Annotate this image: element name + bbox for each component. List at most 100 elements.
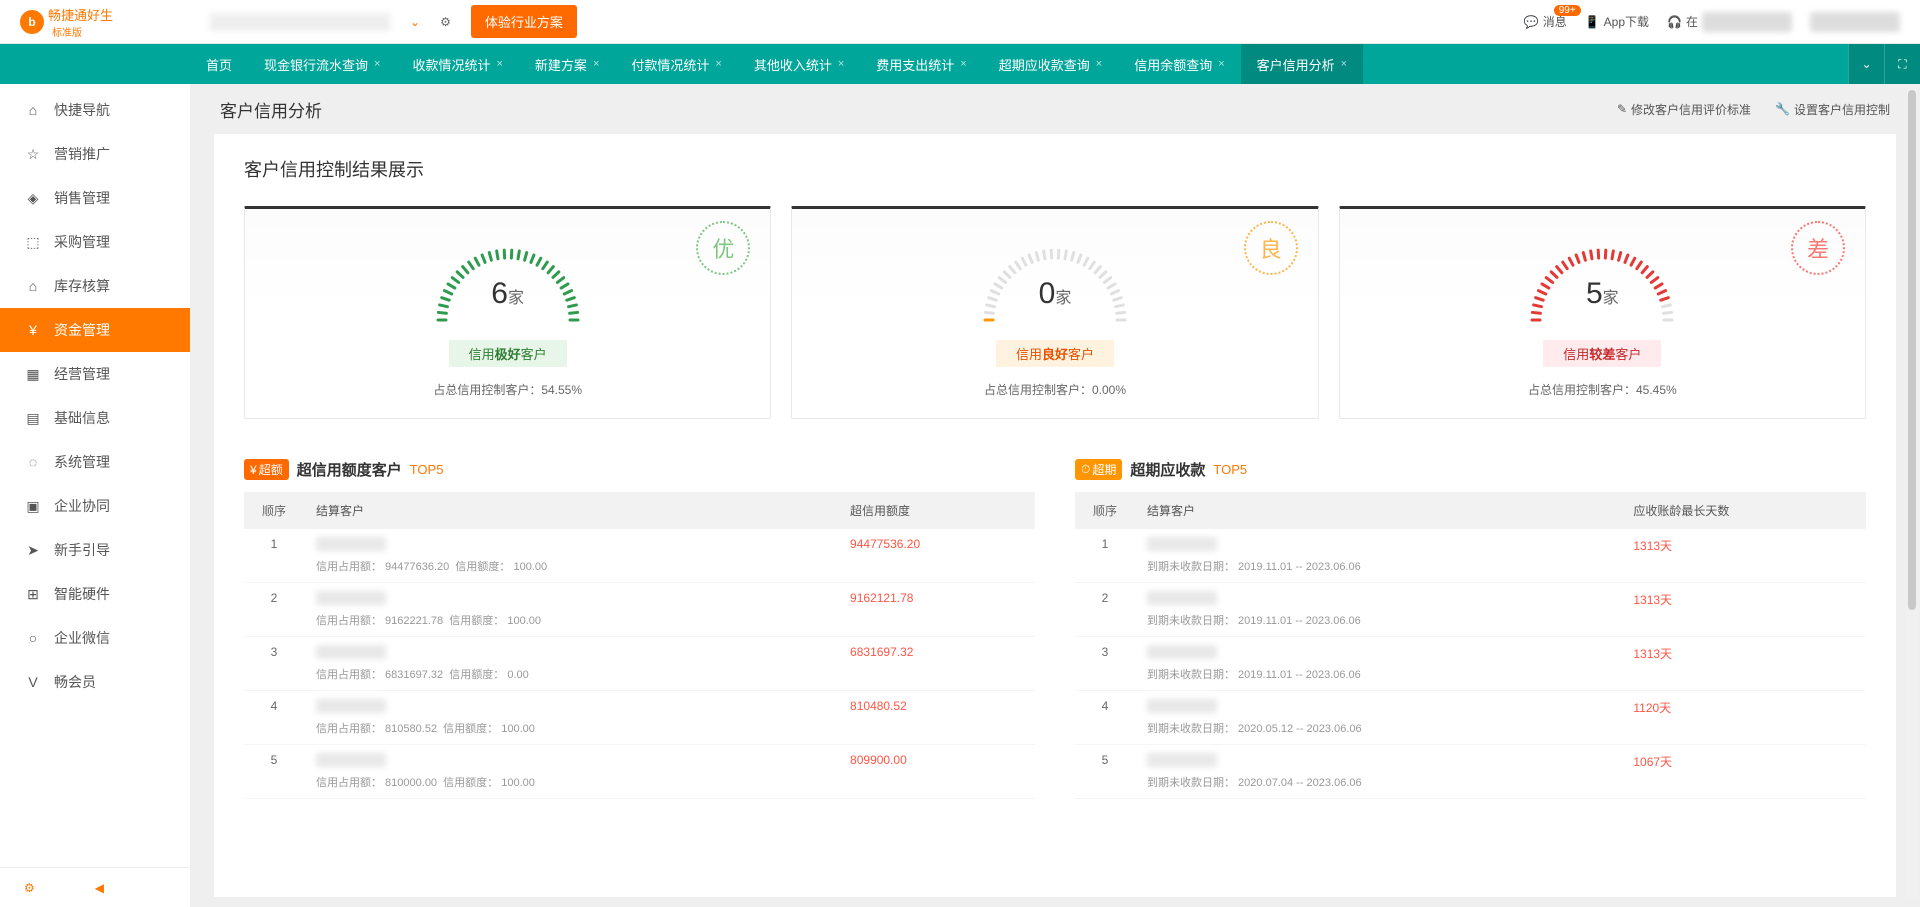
page-header: 客户信用分析 ✎修改客户信用评价标准 🔧设置客户信用控制 xyxy=(190,84,1920,134)
tab-close-icon[interactable]: × xyxy=(960,58,966,70)
sidebar-item[interactable]: ¥资金管理 xyxy=(0,308,190,352)
gauge-card: 优 6家 信用极好客户 占总信用控制客户：54.55% xyxy=(244,206,771,419)
tab[interactable]: 现金银行流水查询× xyxy=(248,44,396,84)
cell-days: 1313天 xyxy=(1621,637,1866,691)
sidebar-item[interactable]: ⬚ 采购管理 xyxy=(0,220,190,264)
sidebar-item-icon: V xyxy=(24,674,42,690)
tab[interactable]: 付款情况统计× xyxy=(615,44,737,84)
logo-icon: b xyxy=(20,10,44,34)
customer-blurred xyxy=(1147,591,1217,605)
tab[interactable]: 费用支出统计× xyxy=(860,44,982,84)
cell-seq: 4 xyxy=(244,691,304,745)
cell-seq: 1 xyxy=(244,529,304,583)
tab-close-icon[interactable]: × xyxy=(593,58,599,70)
sidebar-item-icon: ◌ xyxy=(24,454,42,470)
tab-close-icon[interactable]: × xyxy=(374,58,380,70)
table-row: 1 到期未收款日期： 2019.11.01 -- 2023.06.06 1313… xyxy=(1075,529,1866,583)
cell-days: 1313天 xyxy=(1621,583,1866,637)
sidebar-item[interactable]: ⌂快捷导航 xyxy=(0,88,190,132)
chat-icon: 💬 xyxy=(1524,15,1539,29)
set-control-action[interactable]: 🔧设置客户信用控制 xyxy=(1775,101,1890,118)
panel-title: 客户信用控制结果展示 xyxy=(244,156,1866,182)
gauge-value: 6 xyxy=(491,277,508,310)
company-selector[interactable]: ⌄ xyxy=(210,13,420,31)
sidebar-item[interactable]: ⊞ 智能硬件 xyxy=(0,572,190,616)
sidebar-item-icon: ○ xyxy=(24,630,42,646)
online-label: 在 xyxy=(1686,13,1698,30)
scrollbar-thumb[interactable] xyxy=(1908,90,1916,610)
cell-customer: 到期未收款日期： 2020.05.12 -- 2023.06.06 xyxy=(1135,691,1621,745)
gauge-percent: 占总信用控制客户：45.45% xyxy=(1340,381,1865,398)
collapse-icon[interactable]: ◀ xyxy=(95,881,104,895)
sidebar-item[interactable]: ▣企业协同 xyxy=(0,484,190,528)
cell-customer: 到期未收款日期： 2020.07.04 -- 2023.06.06 xyxy=(1135,745,1621,799)
tab[interactable]: 客户信用分析 × xyxy=(1241,44,1363,84)
sidebar-item[interactable]: ⌂库存核算 xyxy=(0,264,190,308)
sidebar-item-label: 畅会员 xyxy=(54,672,96,692)
cell-seq: 3 xyxy=(1075,637,1135,691)
tab-dropdown-button[interactable]: ⌄ xyxy=(1848,44,1884,84)
cell-seq: 2 xyxy=(1075,583,1135,637)
sidebar-item[interactable]: ☆ 营销推广 xyxy=(0,132,190,176)
tab[interactable]: 信用余额查询× xyxy=(1118,44,1240,84)
headset-icon: 🎧 xyxy=(1667,15,1682,29)
customer-blurred xyxy=(1147,537,1217,551)
tab-close-icon[interactable]: × xyxy=(1218,58,1224,70)
tab-close-icon[interactable]: × xyxy=(1096,58,1102,70)
sidebar-item-icon: ⬚ xyxy=(24,234,42,251)
sidebar-item-label: 销售管理 xyxy=(54,188,110,208)
messages-badge: 99+ xyxy=(1554,5,1581,16)
over-credit-table: 顺序 结算客户 超信用额度 1 信用占用额： 94477636.20 信用额度：… xyxy=(244,492,1035,799)
sidebar-item-icon: ⊞ xyxy=(24,586,42,603)
tab-close-icon[interactable]: × xyxy=(838,58,844,70)
sidebar-item[interactable]: ◈销售管理 xyxy=(0,176,190,220)
tab[interactable]: 其他收入统计× xyxy=(738,44,860,84)
over-credit-badge: ¥超额 xyxy=(244,459,289,480)
tab[interactable]: 超期应收款查询× xyxy=(983,44,1118,84)
tab-label: 客户信用分析 xyxy=(1257,55,1335,74)
gear-icon[interactable]: ⚙ xyxy=(440,15,451,29)
sidebar-item[interactable]: ▦经营管理 xyxy=(0,352,190,396)
customer-blurred xyxy=(1147,699,1217,713)
tab-close-icon[interactable]: × xyxy=(715,58,721,70)
top5-right-header: ⏱超期 超期应收款 TOP5 xyxy=(1075,459,1866,480)
support-button[interactable]: 🎧 在 xyxy=(1667,12,1792,32)
sidebar-item[interactable]: ▤基础信息 xyxy=(0,396,190,440)
cell-seq: 5 xyxy=(1075,745,1135,799)
sidebar-item[interactable]: ◌ 系统管理 xyxy=(0,440,190,484)
messages-button[interactable]: 💬 消息 99+ xyxy=(1524,13,1567,30)
settings-icon[interactable]: ⚙ xyxy=(24,881,35,895)
sidebar-item-label: 采购管理 xyxy=(54,232,110,252)
vertical-scrollbar[interactable] xyxy=(1906,84,1918,901)
edit-criteria-action[interactable]: ✎修改客户信用评价标准 xyxy=(1617,101,1751,118)
sidebar-item-label: 智能硬件 xyxy=(54,584,110,604)
gauge-stamp: 优 xyxy=(696,221,750,275)
tab-close-icon[interactable]: × xyxy=(496,58,502,70)
overdue-table: 顺序 结算客户 应收账龄最长天数 1 到期未收款日期： 2019.11.01 -… xyxy=(1075,492,1866,799)
tab[interactable]: 首页 xyxy=(190,44,248,84)
sidebar-item-label: 营销推广 xyxy=(54,144,110,164)
company-name-blurred xyxy=(210,13,390,31)
app-download-button[interactable]: 📱 App下载 xyxy=(1585,13,1649,30)
cell-subinfo: 到期未收款日期： 2019.11.01 -- 2023.06.06 xyxy=(1147,666,1609,682)
sidebar-item-label: 基础信息 xyxy=(54,408,110,428)
cta-button[interactable]: 体验行业方案 xyxy=(471,5,577,38)
cell-days: 1067天 xyxy=(1621,745,1866,799)
sidebar-item-label: 系统管理 xyxy=(54,452,110,472)
customer-blurred xyxy=(316,591,386,605)
tab-close-icon[interactable]: × xyxy=(1341,58,1347,70)
cell-seq: 3 xyxy=(244,637,304,691)
tab-fullscreen-button[interactable]: ⛶ xyxy=(1884,44,1920,84)
sidebar-item-icon: ☆ xyxy=(24,146,42,163)
user-avatar-blurred[interactable] xyxy=(1810,12,1900,32)
tab[interactable]: 收款情况统计× xyxy=(396,44,518,84)
tab[interactable]: 新建方案× xyxy=(519,44,615,84)
sidebar-item[interactable]: ➤新手引导 xyxy=(0,528,190,572)
table-row: 5 到期未收款日期： 2020.07.04 -- 2023.06.06 1067… xyxy=(1075,745,1866,799)
sidebar-item[interactable]: V 畅会员 xyxy=(0,660,190,704)
tab-label: 首页 xyxy=(206,55,232,74)
sidebar-footer: ⚙ ◀ xyxy=(0,867,190,907)
cell-subinfo: 信用占用额： 810580.52 信用额度： 100.00 xyxy=(316,720,826,736)
sidebar-item[interactable]: ○企业微信 xyxy=(0,616,190,660)
chevron-down-icon[interactable]: ⌄ xyxy=(410,15,420,29)
